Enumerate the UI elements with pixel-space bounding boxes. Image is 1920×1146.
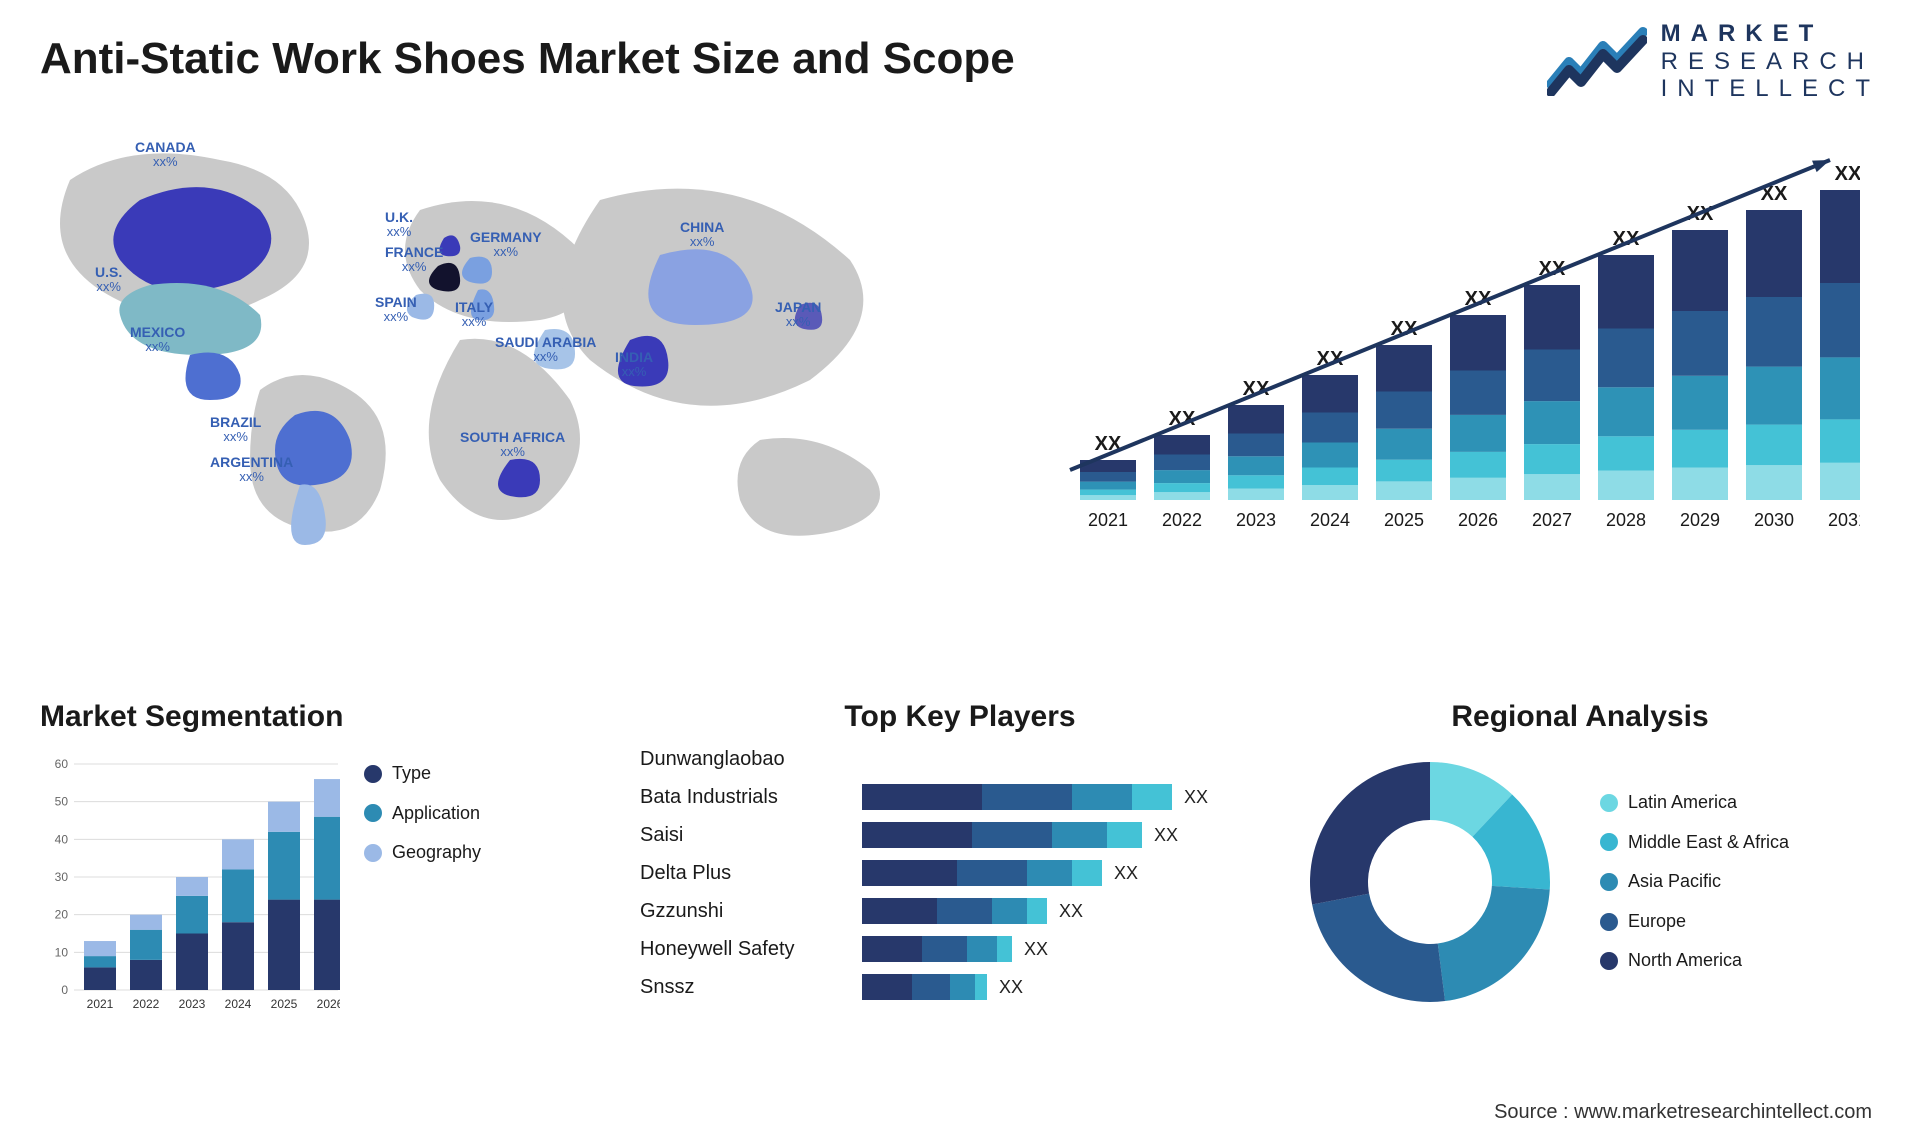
map-label: INDIAxx% (615, 350, 653, 380)
map-label: SPAINxx% (375, 295, 417, 325)
player-value: XX (1059, 901, 1083, 922)
svg-text:2024: 2024 (1310, 510, 1350, 530)
players-title: Top Key Players (640, 700, 1280, 734)
svg-text:2027: 2027 (1532, 510, 1572, 530)
segmentation-title: Market Segmentation (40, 700, 560, 734)
player-bar (862, 898, 1047, 924)
legend-item: Geography (364, 833, 481, 873)
player-bar (862, 860, 1102, 886)
page-title: Anti-Static Work Shoes Market Size and S… (40, 34, 1015, 84)
legend-item: Middle East & Africa (1600, 823, 1789, 863)
player-bar (862, 936, 1012, 962)
svg-text:0: 0 (61, 983, 68, 997)
map-label: U.S.xx% (95, 265, 122, 295)
map-label: GERMANYxx% (470, 230, 542, 260)
player-value: XX (1114, 863, 1138, 884)
player-bar (862, 822, 1142, 848)
map-label: CANADAxx% (135, 140, 196, 170)
svg-text:2029: 2029 (1680, 510, 1720, 530)
map-label: JAPANxx% (775, 300, 821, 330)
player-name: Honeywell Safety (640, 938, 850, 961)
segmentation-legend: TypeApplicationGeography (364, 754, 481, 1014)
map-label: ARGENTINAxx% (210, 455, 293, 485)
svg-text:30: 30 (55, 870, 69, 884)
legend-item: Europe (1600, 902, 1789, 942)
map-label: SOUTH AFRICAxx% (460, 430, 565, 460)
svg-text:2023: 2023 (1236, 510, 1276, 530)
svg-text:XX: XX (1835, 163, 1860, 185)
svg-text:50: 50 (55, 795, 69, 809)
player-bar (862, 974, 987, 1000)
svg-text:2022: 2022 (1162, 510, 1202, 530)
player-name: Saisi (640, 824, 850, 847)
segmentation-chart: 0 10 20 30 40 50 60 2021 2022 2023 2024 2025 2026 (40, 754, 340, 1014)
regional-legend: Latin AmericaMiddle East & AfricaAsia Pa… (1600, 783, 1789, 981)
player-name: Snssz (640, 976, 850, 999)
svg-text:2026: 2026 (1458, 510, 1498, 530)
player-name: Dunwanglaobao (640, 748, 850, 771)
svg-text:2021: 2021 (1088, 510, 1128, 530)
map-label: MEXICOxx% (130, 325, 185, 355)
map-label: SAUDI ARABIAxx% (495, 335, 596, 365)
player-name: Gzzunshi (640, 900, 850, 923)
player-value: XX (1184, 787, 1208, 808)
player-value: XX (999, 977, 1023, 998)
player-row: Dunwanglaobao (640, 746, 1280, 772)
logo-mark-icon (1547, 26, 1647, 96)
legend-item: North America (1600, 941, 1789, 981)
svg-text:20: 20 (55, 908, 69, 922)
svg-text:2026: 2026 (317, 997, 340, 1011)
map-label: FRANCExx% (385, 245, 443, 275)
regional-donut-chart (1300, 752, 1560, 1012)
regional-section: Regional Analysis Latin AmericaMiddle Ea… (1300, 700, 1860, 1012)
segmentation-section: Market Segmentation 0 10 20 30 40 50 60 2021 202… (40, 700, 560, 1014)
player-value: XX (1154, 825, 1178, 846)
svg-text:2023: 2023 (179, 997, 206, 1011)
player-row: Delta Plus XX (640, 860, 1280, 886)
legend-item: Latin America (1600, 783, 1789, 823)
player-name: Bata Industrials (640, 786, 850, 809)
player-row: Honeywell Safety XX (640, 936, 1280, 962)
legend-item: Application (364, 794, 481, 834)
svg-text:2031: 2031 (1828, 510, 1860, 530)
key-players-section: Top Key Players Dunwanglaobao Bata Indust… (640, 700, 1280, 1012)
main-market-chart: XX2021XX2022XX2023XX2024XX2025XX2026XX20… (1040, 140, 1860, 560)
world-map: CANADAxx% U.S.xx% MEXICOxx% BRAZILxx% ARGENT… (40, 140, 960, 560)
svg-text:2024: 2024 (225, 997, 252, 1011)
map-label: CHINAxx% (680, 220, 724, 250)
svg-text:2021: 2021 (87, 997, 114, 1011)
svg-text:10: 10 (55, 945, 69, 959)
svg-text:40: 40 (55, 832, 69, 846)
svg-text:60: 60 (55, 757, 69, 771)
player-name: Delta Plus (640, 862, 850, 885)
player-row: Snssz XX (640, 974, 1280, 1000)
legend-item: Type (364, 754, 481, 794)
player-row: Bata Industrials XX (640, 784, 1280, 810)
source-footer: Source : www.marketresearchintellect.com (1494, 1101, 1872, 1124)
svg-text:2025: 2025 (271, 997, 298, 1011)
brand-logo: MARKET RESEARCH INTELLECT (1547, 20, 1880, 103)
player-row: Saisi XX (640, 822, 1280, 848)
legend-item: Asia Pacific (1600, 862, 1789, 902)
logo-text: MARKET RESEARCH INTELLECT (1661, 20, 1880, 103)
map-label: U.K.xx% (385, 210, 413, 240)
player-bar (862, 784, 1172, 810)
svg-text:2030: 2030 (1754, 510, 1794, 530)
svg-text:2022: 2022 (133, 997, 160, 1011)
svg-text:2028: 2028 (1606, 510, 1646, 530)
map-label: BRAZILxx% (210, 415, 261, 445)
player-value: XX (1024, 939, 1048, 960)
regional-title: Regional Analysis (1300, 700, 1860, 734)
svg-text:2025: 2025 (1384, 510, 1424, 530)
map-label: ITALYxx% (455, 300, 493, 330)
player-row: Gzzunshi XX (640, 898, 1280, 924)
